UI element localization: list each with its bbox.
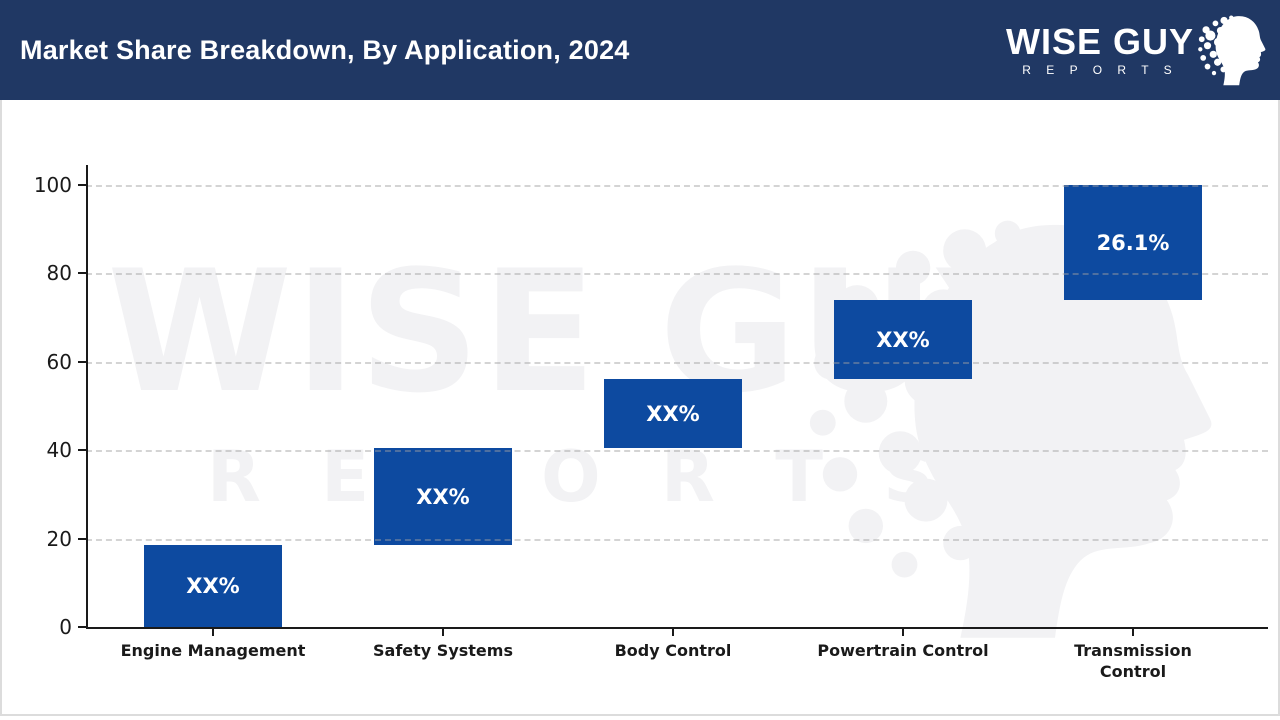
watermark-subtext: R E P O R T S [207,436,952,518]
x-axis [86,627,1268,629]
bar-value-label-powertrain-control: XX% [876,327,930,352]
gridline-100 [86,185,1268,187]
y-tick-label-60: 60 [46,349,72,374]
bar-safety-systems: XX% [374,448,512,546]
gridline-20 [86,538,1268,541]
logo-text: WISE GUY R E P O R T S [1005,20,1194,77]
y-axis [86,165,88,629]
y-tick-60 [78,360,86,363]
x-tick-powertrain-control [902,629,904,636]
y-tick-label-20: 20 [46,526,72,551]
x-category-label-powertrain-control: Powertrain Control [817,641,989,660]
y-tick-label-0: 0 [59,615,72,639]
y-tick-40 [78,449,86,452]
x-category-label-engine-management: Engine Management [120,641,306,660]
bar-value-label-safety-systems: XX% [416,484,470,509]
y-tick-label-80: 80 [46,261,72,286]
x-tick-safety-systems [442,629,444,636]
header-bar: Market Share Breakdown, By Application, … [0,0,1280,100]
y-tick-label-100: 100 [33,173,72,197]
gridline-60 [86,361,1268,364]
bar-value-label-transmission-control: 26.1% [1096,230,1170,255]
logo-brand-text: WISE GUY [1005,20,1194,62]
y-tick-0 [78,626,86,628]
y-tick-label-40: 40 [46,438,72,463]
chart-card: WISE GUY R E P O R T S XX% XX% XX% XX% 26.1%… [0,100,1280,716]
bar-value-label-engine-management: XX% [186,574,240,599]
bar-value-label-body-control: XX% [646,401,700,426]
logo-subtext: R E P O R T S [1022,62,1178,77]
x-category-label-transmission-control: Transmission Control [1074,641,1192,681]
y-tick-100 [78,184,86,186]
plot-area: WISE GUY R E P O R T S XX% XX% XX% XX% 26.1%… [2,100,1278,714]
bar-transmission-control: 26.1% [1064,185,1202,301]
gridline-80 [86,273,1268,276]
x-tick-engine-management [212,629,214,636]
bar-powertrain-control: XX% [834,300,972,380]
x-category-label-safety-systems: Safety Systems [373,641,513,660]
wise-guy-reports-logo: WISE GUY R E P O R T S [1006,10,1280,90]
x-tick-body-control [672,629,674,636]
page-title: Market Share Breakdown, By Application, … [20,34,630,65]
x-tick-transmission-control [1132,629,1134,636]
bar-body-control: XX% [604,379,742,449]
y-tick-20 [78,537,86,540]
y-tick-80 [78,272,86,275]
x-category-label-body-control: Body Control [614,641,732,660]
dotted-profile-head-icon [1196,10,1268,90]
gridline-40 [86,450,1268,453]
bar-engine-management: XX% [144,545,282,627]
